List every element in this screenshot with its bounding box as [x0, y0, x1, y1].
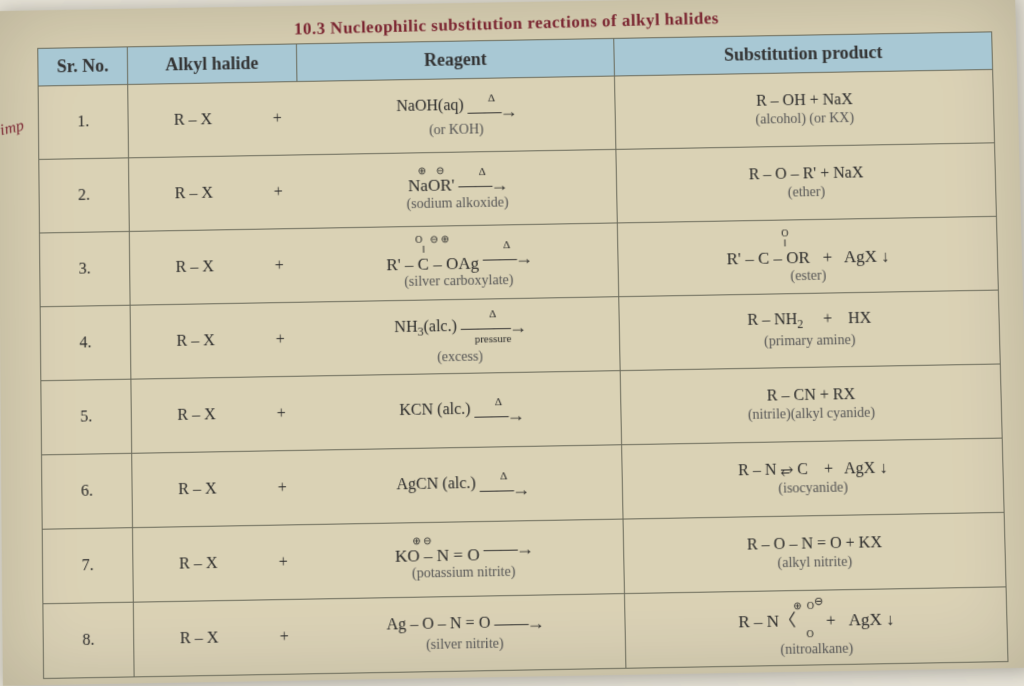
reagent-cell: Ag – O – N = O ——→ (silver nitrite): [304, 594, 626, 675]
reagent-cell: KCN (alc.) Δ ——→: [301, 371, 622, 451]
reagent-text: NH3(alc.): [394, 318, 457, 336]
page-surface: imp 10.3 Nucleophilic substitution react…: [0, 0, 1024, 686]
product-cell: R – N ⥂ C + AgX ↓ (isocyanide): [622, 438, 1004, 519]
reaction-arrow-icon: ——→: [483, 538, 532, 559]
product-text: R – OH + NaX: [756, 91, 853, 110]
plus-cell: +: [263, 525, 304, 600]
sr-no: 5.: [41, 379, 132, 455]
table-row: 8. R – X + Ag – O – N = O ——→ (silver ni…: [43, 587, 1008, 679]
product-text: O ‖ R' – C – OR + AgX ↓: [726, 227, 889, 268]
product-text: ⊕ O⊖ R – N〈 + AgX ↓ O: [738, 595, 895, 641]
sr-no: 4.: [40, 305, 131, 381]
plus-cell: +: [261, 376, 302, 451]
table-container: Sr. No. Alkyl halide Reagent Substitutio…: [37, 31, 1008, 668]
product-note: (alkyl nitrite): [629, 552, 1001, 575]
product-text: R – O – N = O + KX: [747, 534, 882, 553]
product-note: (alcohol) (or KX): [620, 108, 989, 130]
reactions-table: Sr. No. Alkyl halide Reagent Substitutio…: [37, 31, 1008, 679]
product-note: (nitroalkane): [630, 639, 1003, 662]
product-note: (ether): [622, 182, 992, 204]
product-text: R – O – R' + NaX: [749, 164, 864, 183]
reaction-arrow-icon: Δ ——→: [483, 238, 531, 268]
product-note: (nitrile)(alkyl cyanide): [626, 403, 997, 426]
sr-no: 7.: [42, 528, 133, 604]
sr-no: 1.: [38, 84, 128, 159]
reagent-note: (potassium nitrite): [307, 563, 620, 585]
plus-cell: +: [264, 599, 305, 675]
plus-cell: +: [262, 450, 303, 525]
reagent-text: ⊕ ⊖ NaOR': [408, 167, 455, 195]
reagent-cell: NaOH(aq) Δ ——→ (or KOH): [297, 76, 617, 155]
product-note: (ester): [623, 265, 993, 287]
reagent-cell: O ⊖ ⊕ ‖ R' – C – OAg Δ ——→ (silver carbo…: [299, 223, 619, 302]
product-text: R – N ⥂ C + AgX ↓: [738, 459, 888, 479]
plus-cell: +: [259, 228, 300, 302]
header-reagent: Reagent: [296, 38, 615, 81]
reagent-text: KCN (alc.): [399, 401, 470, 419]
reaction-arrow-icon: Δ ——→: [480, 469, 529, 499]
alkyl-cell: R – X: [128, 82, 258, 158]
alkyl-cell: R – X: [133, 600, 264, 677]
product-cell: ⊕ O⊖ R – N〈 + AgX ↓ O (nitroalkane): [625, 587, 1008, 669]
alkyl-cell: R – X: [130, 303, 261, 379]
alkyl-cell: R – X: [128, 156, 258, 232]
reaction-arrow-icon: Δ ——→: [458, 165, 506, 195]
reagent-text: NaOH(aq): [396, 97, 464, 115]
product-cell: R – CN + RX (nitrile)(alkyl cyanide): [621, 364, 1003, 445]
product-cell: R – OH + NaX (alcohol) (or KX): [615, 69, 995, 149]
sr-no: 2.: [39, 158, 129, 233]
reagent-note: (excess): [304, 347, 615, 368]
reagent-note: (silver carboxylate): [303, 271, 614, 292]
alkyl-cell: R – X: [129, 229, 260, 305]
reagent-text: ⊕ ⊖ KO – N = O: [395, 536, 480, 565]
reagent-text: Ag – O – N = O: [386, 615, 490, 634]
product-cell: O ‖ R' – C – OR + AgX ↓ (ester): [618, 216, 999, 296]
product-cell: R – O – R' + NaX (ether): [616, 143, 996, 223]
alkyl-cell: R – X: [131, 377, 262, 453]
alkyl-cell: R – X: [132, 451, 263, 528]
product-note: (isocyanide): [627, 477, 999, 500]
table-caption: 10.3 Nucleophilic substitution reactions…: [294, 9, 719, 40]
product-text: R – CN + RX: [767, 386, 856, 405]
reagent-text: AgCN (alc.): [396, 475, 476, 493]
header-sr-no: Sr. No.: [38, 47, 128, 86]
sr-no: 3.: [39, 231, 130, 306]
reagent-cell: ⊕ ⊖ NaOR' Δ ——→ (sodium alkoxide): [298, 149, 618, 228]
reaction-arrow-icon: ——→: [494, 613, 543, 634]
plus-cell: +: [258, 155, 299, 229]
reaction-arrow-icon: Δ ——→: [467, 91, 515, 121]
plus-cell: +: [257, 82, 298, 156]
plus-cell: +: [260, 302, 301, 377]
product-text: R – NH2 + HX: [747, 310, 871, 329]
product-cell: R – O – N = O + KX (alkyl nitrite): [623, 512, 1006, 593]
reaction-arrow-icon: Δ ——→: [474, 395, 523, 425]
product-note: (primary amine): [624, 331, 995, 353]
margin-handwritten-note: imp: [0, 117, 26, 140]
reagent-cell: AgCN (alc.) Δ ——→: [302, 445, 624, 525]
reagent-note: (silver nitrite): [308, 635, 621, 657]
header-alkyl-halide: Alkyl halide: [127, 44, 296, 85]
reagent-text: O ⊖ ⊕ ‖ R' – C – OAg: [386, 235, 479, 273]
reaction-arrow-icon: Δ ———→ pressure: [461, 306, 526, 347]
header-product: Substitution product: [614, 32, 992, 76]
reagent-cell: ⊕ ⊖ KO – N = O ——→ (potassium nitrite): [303, 519, 625, 599]
reagent-note: (sodium alkoxide): [302, 194, 613, 215]
sr-no: 6.: [42, 453, 133, 529]
reagent-note: (or KOH): [301, 120, 611, 141]
alkyl-cell: R – X: [132, 525, 263, 602]
product-cell: R – NH2 + HX (primary amine): [619, 290, 1000, 371]
sr-no: 8.: [43, 602, 134, 679]
reagent-cell: NH3(alc.) Δ ———→ pressure (excess): [300, 297, 621, 377]
